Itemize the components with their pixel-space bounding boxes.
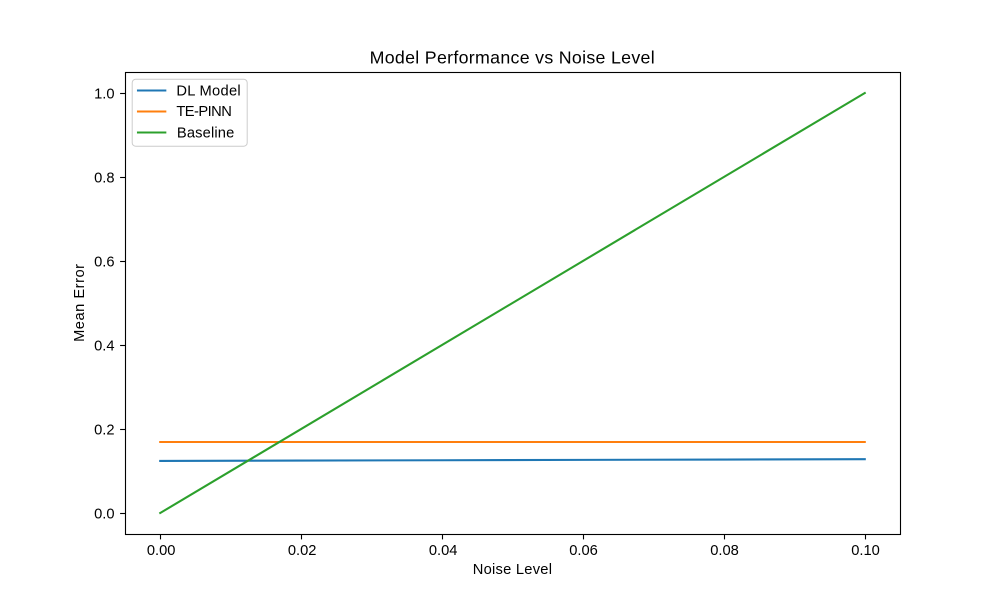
svg-text:0.10: 0.10: [851, 543, 880, 559]
svg-text:0.8: 0.8: [94, 170, 114, 186]
svg-text:Mean Error: Mean Error: [72, 263, 88, 341]
svg-text:0.2: 0.2: [94, 422, 114, 438]
svg-text:0.4: 0.4: [94, 338, 114, 354]
svg-text:0.0: 0.0: [94, 506, 114, 522]
svg-text:Noise Level: Noise Level: [473, 562, 553, 578]
svg-text:1.0: 1.0: [94, 86, 114, 102]
svg-text:0.00: 0.00: [147, 543, 176, 559]
svg-text:0.06: 0.06: [569, 543, 598, 559]
svg-text:0.6: 0.6: [94, 254, 114, 270]
svg-text:0.08: 0.08: [710, 543, 739, 559]
svg-text:0.02: 0.02: [288, 543, 317, 559]
svg-text:0.04: 0.04: [429, 543, 458, 559]
svg-text:Model Performance vs Noise Lev: Model Performance vs Noise Level: [370, 48, 655, 68]
svg-text:TE-PINN: TE-PINN: [176, 104, 231, 120]
svg-text:Baseline: Baseline: [177, 125, 235, 141]
svg-text:DL Model: DL Model: [176, 84, 241, 100]
